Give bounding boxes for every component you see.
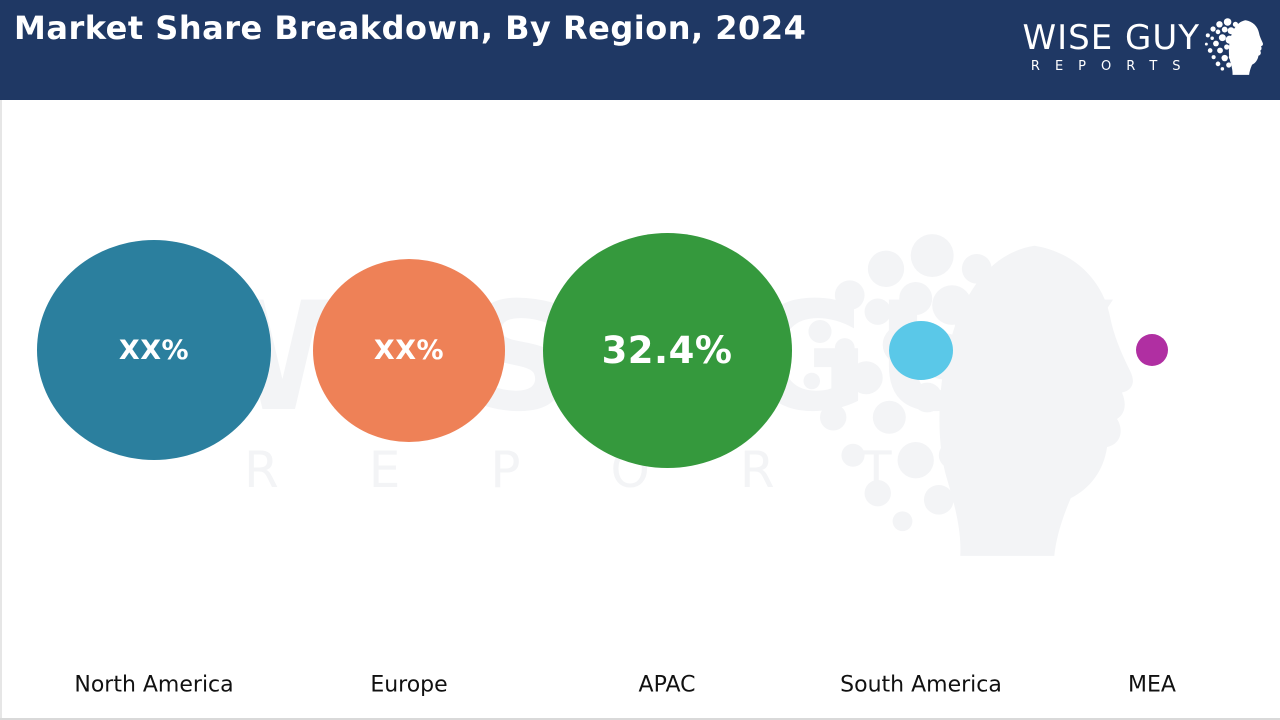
bottom-edge-line [0, 718, 1280, 720]
region-label-south-america: South America [840, 672, 1002, 698]
bubble-value-north-america: XX% [118, 334, 190, 366]
wise-guy-logo: WISE GUY REPORTS [1022, 8, 1266, 86]
bubble-south-america [889, 320, 953, 380]
bubble-apac: 32.4% [542, 232, 792, 468]
bubble-value-apac: 32.4% [601, 328, 733, 372]
region-label-apac: APAC [638, 672, 696, 698]
region-label-north-america: North America [74, 672, 234, 698]
bubble-europe: XX% [313, 258, 505, 442]
bubble-value-europe: XX% [373, 334, 445, 366]
bubble-chart: XX% North America XX% Europe 32.4% APAC South … [0, 100, 1280, 720]
region-label-europe: Europe [370, 672, 448, 698]
region-label-mea: MEA [1128, 672, 1176, 698]
logo-text: WISE GUY REPORTS [1022, 18, 1200, 74]
bubble-north-america: XX% [37, 240, 271, 460]
left-edge-line [0, 100, 2, 720]
logo-wordmark: WISE GUY [1022, 18, 1200, 59]
dotted-head-icon [1202, 8, 1266, 86]
page-title: Market Share Breakdown, By Region, 2024 [14, 9, 807, 47]
header: Market Share Breakdown, By Region, 2024 … [0, 0, 1280, 100]
bubble-mea [1136, 334, 1168, 366]
logo-subtitle: REPORTS [1030, 58, 1196, 74]
